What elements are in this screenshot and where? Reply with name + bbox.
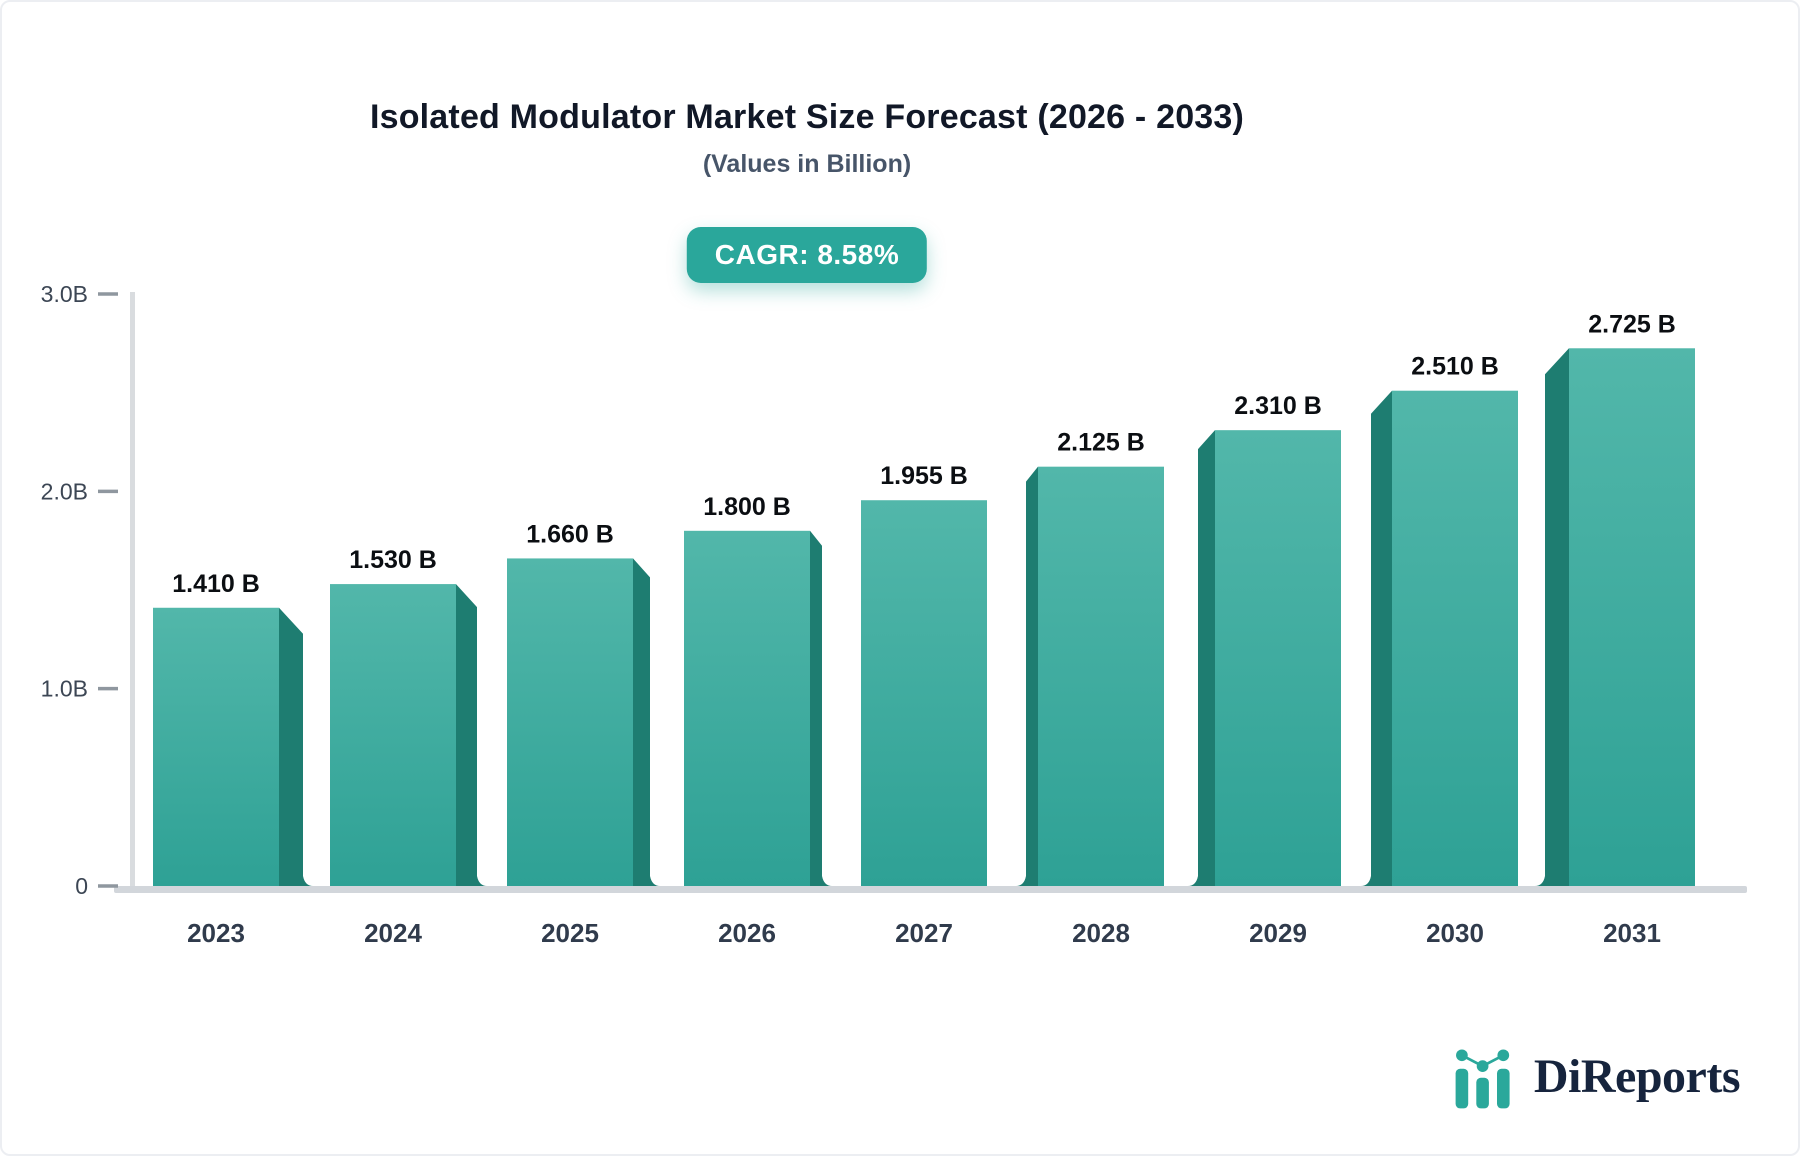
bar-face	[1392, 390, 1518, 886]
bar-face	[684, 530, 810, 886]
bar-value-label: 1.530 B	[349, 546, 437, 574]
y-tick-label: 3.0B	[41, 281, 88, 307]
bar-side-face	[1188, 430, 1215, 886]
bar-side-face	[633, 558, 660, 886]
bar-value-label: 1.955 B	[880, 462, 968, 490]
y-tick-label: 0	[75, 873, 88, 899]
x-tick-label: 2031	[1603, 918, 1661, 948]
bar-side-face	[1361, 390, 1392, 886]
bar-value-label: 2.510 B	[1411, 353, 1499, 381]
bar-side-face	[810, 530, 832, 886]
bar-face	[1569, 348, 1695, 886]
y-axis-line	[130, 292, 135, 886]
bar-2029: 2.310 B 2029	[1188, 392, 1341, 948]
bar-2031: 2.725 B 2031	[1535, 310, 1695, 948]
bar-face	[1038, 466, 1164, 886]
x-tick-label: 2027	[895, 918, 953, 948]
bar-value-label: 2.125 B	[1057, 429, 1145, 457]
y-tick-label: 1.0B	[41, 676, 88, 702]
bar-side-face	[279, 607, 313, 886]
x-tick-label: 2023	[187, 918, 245, 948]
bar-2025: 1.660 B 2025	[507, 520, 660, 948]
bar-face	[330, 584, 456, 886]
x-tick-label: 2025	[541, 918, 599, 948]
brand-logo-text: DiReports	[1533, 1049, 1741, 1103]
bar-2024: 1.530 B 2024	[330, 546, 487, 948]
bar-value-label: 1.410 B	[172, 570, 260, 598]
bar-value-label: 2.725 B	[1588, 310, 1676, 338]
x-axis-baseline	[114, 886, 1747, 893]
x-tick-label: 2030	[1426, 918, 1484, 948]
bar-value-label: 2.310 B	[1234, 392, 1322, 420]
bar-face	[1215, 430, 1341, 886]
bar-value-label: 1.800 B	[703, 493, 791, 521]
x-tick-label: 2026	[718, 918, 776, 948]
chart-subtitle: (Values in Billion)	[702, 150, 912, 178]
x-tick-label: 2028	[1072, 918, 1130, 948]
x-tick-label: 2029	[1249, 918, 1307, 948]
bar-face	[861, 500, 987, 886]
brand-logo: DiReports	[1452, 1040, 1741, 1112]
bar-2026: 1.800 B 2026	[684, 493, 832, 948]
y-tick-label: 2.0B	[41, 478, 88, 504]
bar-value-label: 1.660 B	[526, 520, 614, 548]
page-title: Isolated Modulator Market Size Forecast …	[369, 98, 1245, 136]
bar-2030: 2.510 B 2030	[1361, 353, 1518, 948]
bar-side-face	[1016, 466, 1038, 886]
bar-2023: 1.410 B 2023	[153, 570, 313, 948]
bar-face	[153, 607, 279, 886]
bar-2027: 1.955 B 2027	[861, 462, 987, 948]
mini-bar-line-chart-icon	[1455, 1049, 1510, 1109]
bar-side-face	[1535, 348, 1569, 886]
cagr-badge: CAGR: 8.58%	[686, 227, 928, 283]
x-tick-label: 2024	[364, 918, 422, 948]
bar-2028: 2.125 B 2028	[1016, 429, 1164, 948]
bar-face	[507, 558, 633, 886]
bar-side-face	[456, 584, 487, 886]
